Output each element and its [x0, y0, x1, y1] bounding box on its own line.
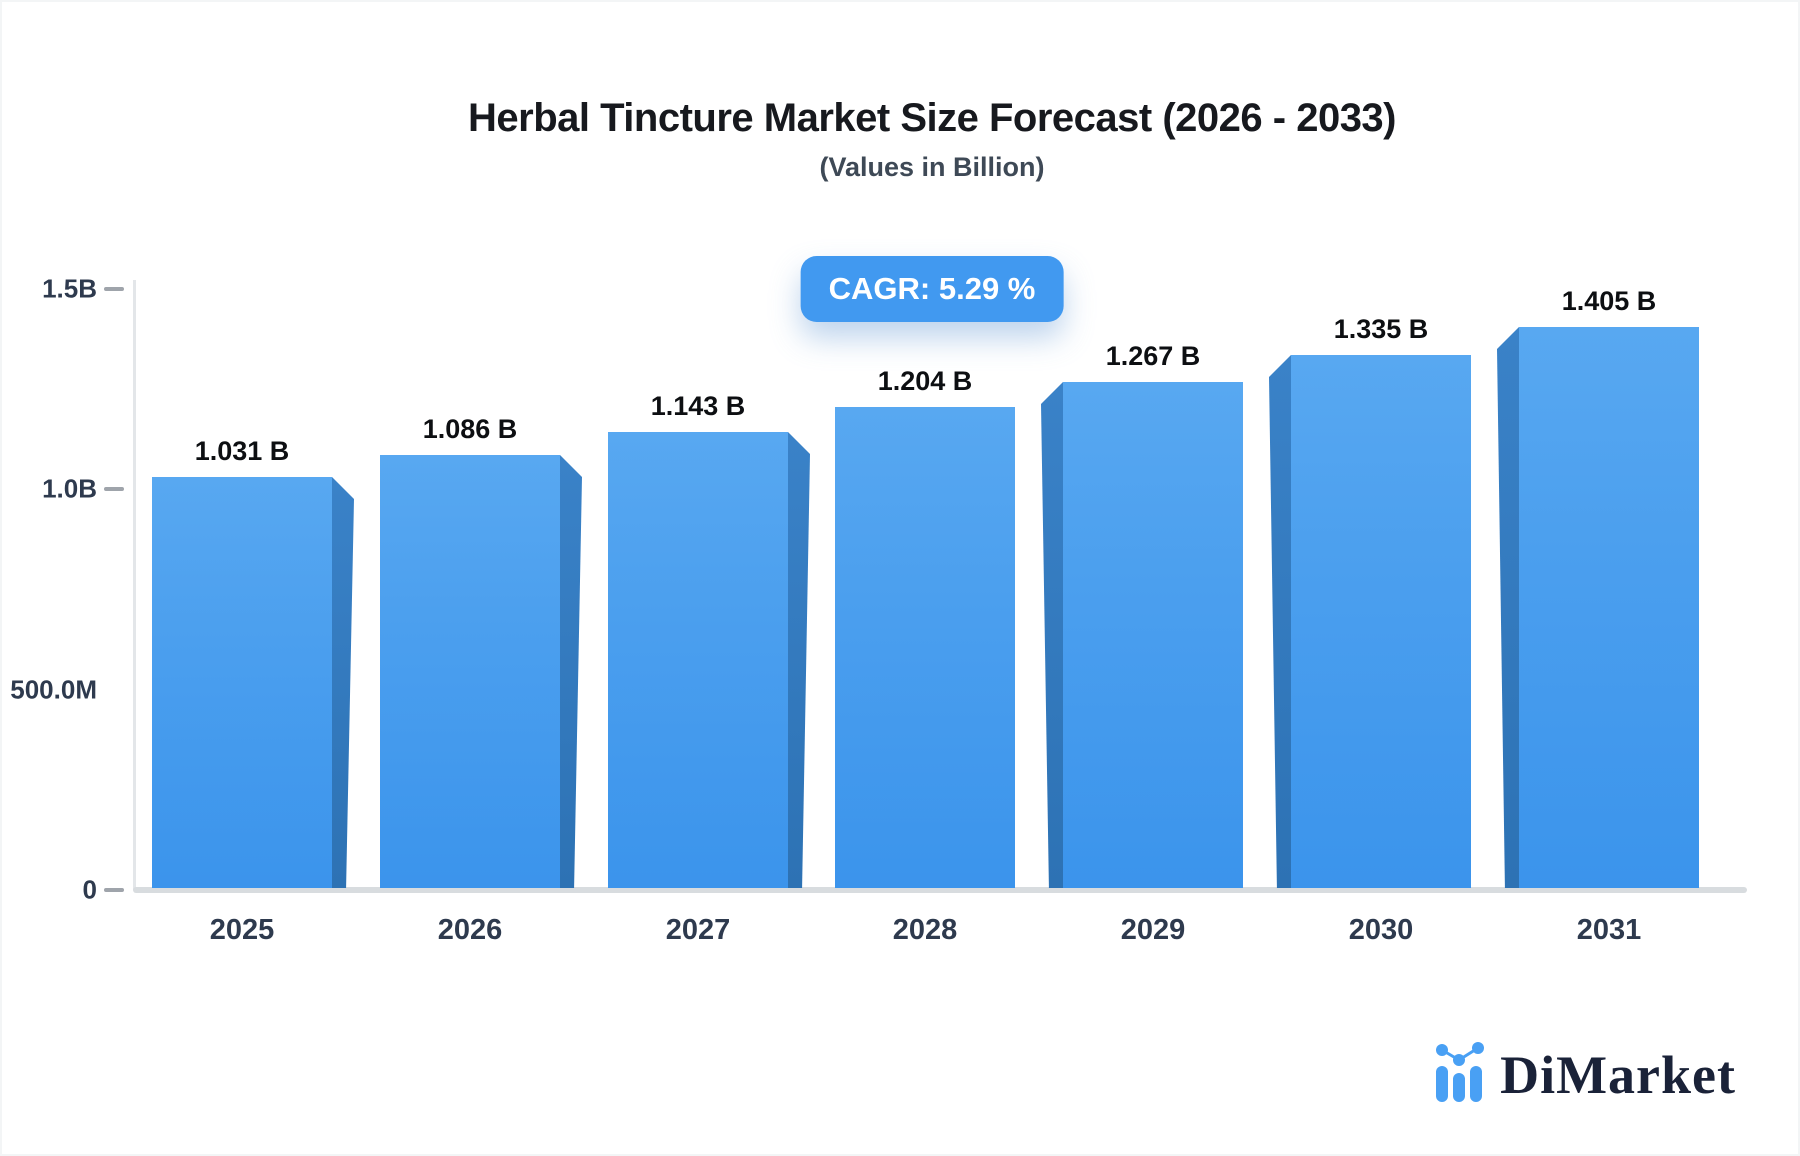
chart-title: Herbal Tincture Market Size Forecast (20…	[467, 96, 1397, 140]
bar-value-label: 1.267 B	[1105, 341, 1201, 371]
bar-2025	[152, 477, 332, 888]
bar-value-label: 1.086 B	[422, 414, 518, 444]
brand-logo: DiMarket	[1434, 1038, 1736, 1102]
bar-value-label: 1.143 B	[650, 391, 746, 421]
bar-side-face	[788, 432, 810, 888]
y-axis-line	[133, 280, 136, 890]
brand-name: DiMarket	[1500, 1045, 1736, 1105]
bar-value-label: 1.031 B	[194, 436, 290, 466]
chart-subtitle: (Values in Billion)	[819, 152, 1045, 182]
y-axis-label: 1.5B	[42, 273, 97, 304]
cagr-badge: CAGR: 5.29 %	[800, 256, 1064, 322]
bar-side-face	[1269, 355, 1291, 888]
x-axis-label: 2029	[1120, 914, 1186, 946]
bar-side-face	[560, 455, 582, 888]
x-axis-label: 2025	[209, 914, 275, 946]
bar-2026	[380, 455, 560, 888]
x-axis-label: 2030	[1348, 914, 1414, 946]
bar-side-face	[332, 477, 354, 888]
bar-2027	[608, 432, 788, 888]
bar-side-face	[1041, 382, 1063, 888]
y-axis-label: 0	[82, 874, 97, 905]
bar-value-label: 1.405 B	[1561, 286, 1657, 316]
bar-side-face	[1497, 327, 1519, 888]
bar-2029	[1063, 382, 1243, 888]
bar-2028	[835, 407, 1015, 888]
x-axis-baseline	[133, 887, 1747, 893]
y-axis-tick	[104, 287, 124, 291]
x-axis-label: 2026	[437, 914, 503, 946]
bar-2030	[1291, 355, 1471, 888]
bar-2031	[1519, 327, 1699, 888]
bar-value-label: 1.335 B	[1333, 314, 1429, 344]
y-axis-tick	[104, 888, 124, 892]
bar-value-label: 1.204 B	[877, 366, 973, 396]
y-axis-tick	[104, 487, 124, 491]
x-axis-label: 2028	[892, 914, 958, 946]
x-axis-label: 2027	[665, 914, 731, 946]
y-axis-label: 500.0M	[10, 674, 97, 705]
y-axis-label: 1.0B	[42, 473, 97, 504]
bar-line-chart-icon	[1436, 1042, 1485, 1102]
x-axis-label: 2031	[1576, 914, 1642, 946]
